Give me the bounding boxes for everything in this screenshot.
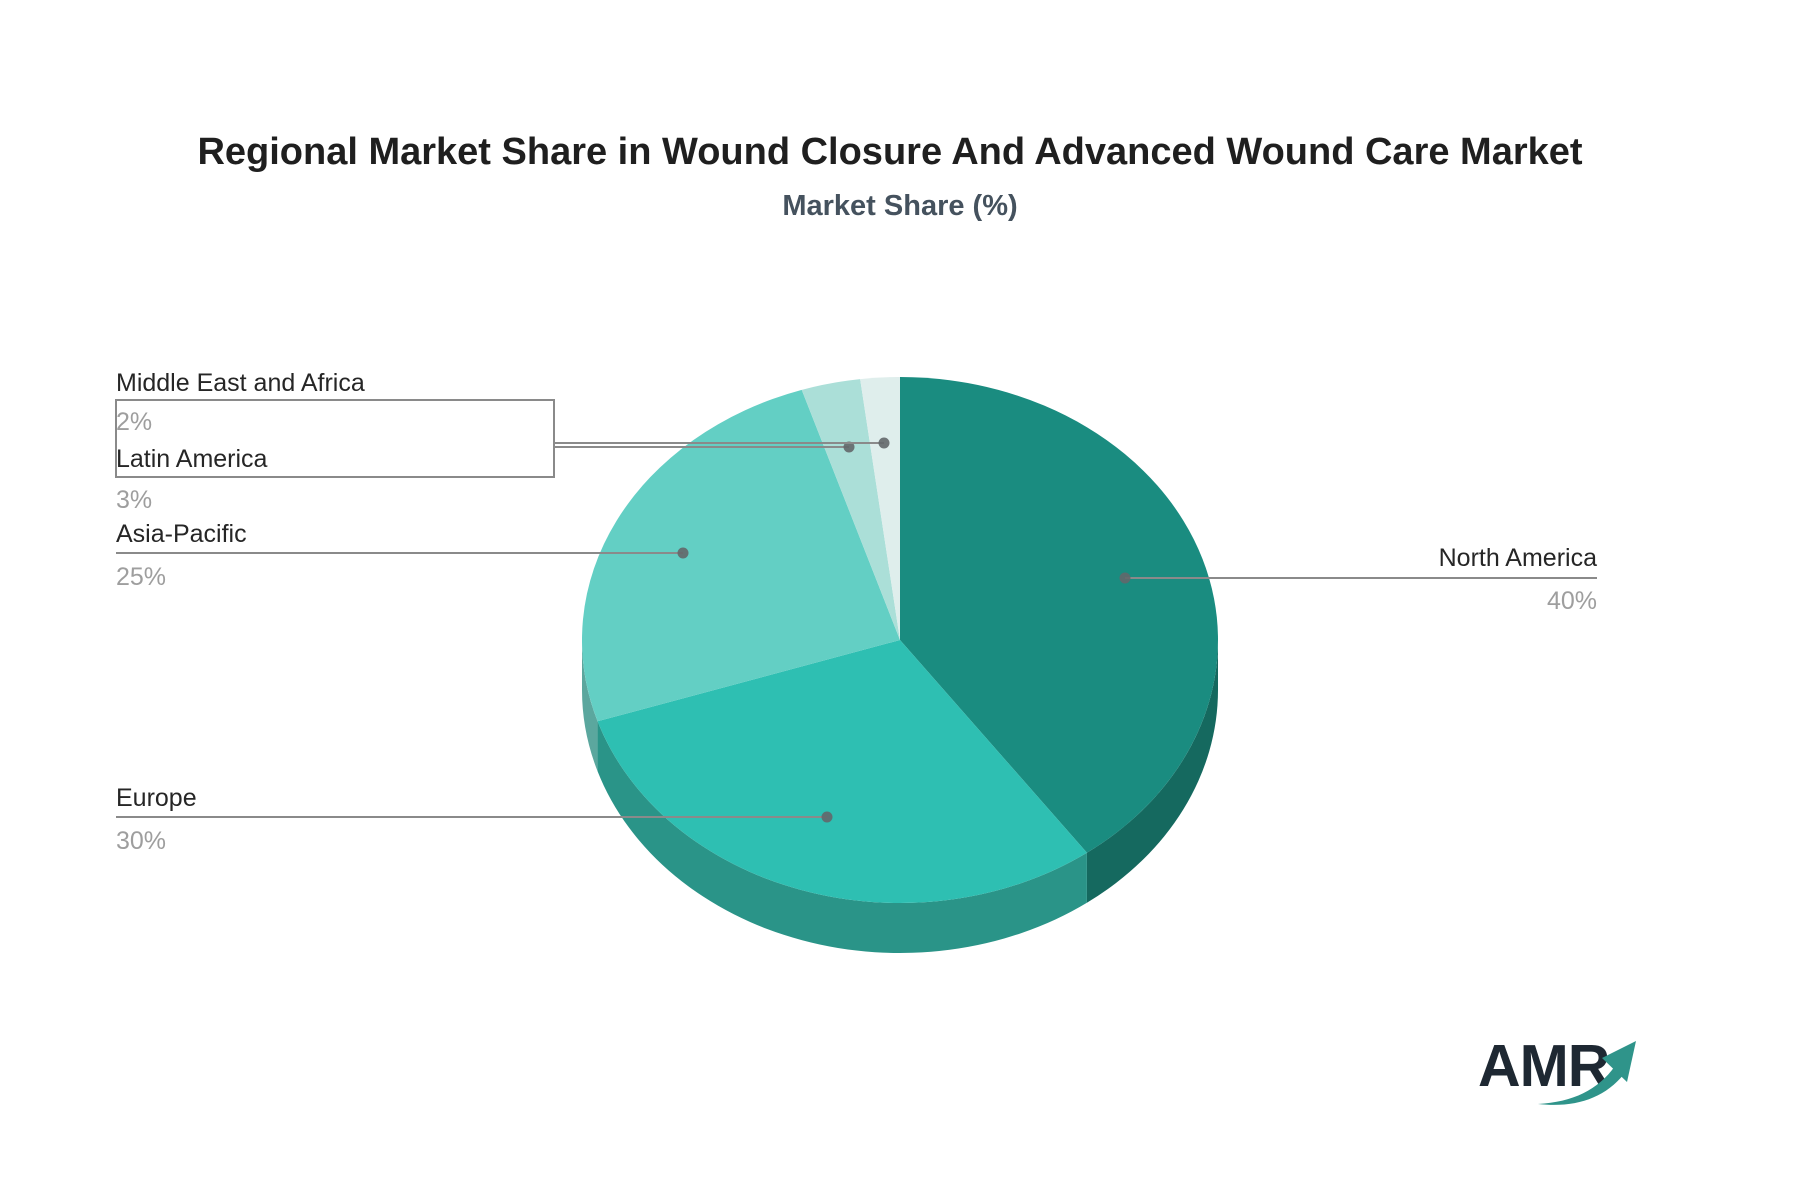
slice-name-label-latin-america: Latin America bbox=[116, 445, 268, 473]
pie-slice-side-north-america bbox=[1086, 640, 1218, 903]
callout-bracket-box bbox=[115, 399, 555, 478]
amr-logo-arrow-icon bbox=[1538, 1041, 1636, 1105]
pie-slice-north-america[interactable] bbox=[900, 377, 1218, 853]
chart-title: Regional Market Share in Wound Closure A… bbox=[197, 131, 1583, 173]
slice-name-label-asia-pacific: Asia-Pacific bbox=[116, 520, 247, 548]
slice-pct-label-north-america: 40% bbox=[1547, 587, 1597, 615]
pie-slice-latin-america[interactable] bbox=[801, 379, 900, 640]
slice-pct-label-asia-pacific: 25% bbox=[116, 563, 166, 591]
callout-dot-north-america bbox=[1119, 572, 1131, 584]
callout-dot-latin-america bbox=[843, 441, 855, 453]
pie-slice-side-asia-pacific bbox=[582, 640, 598, 772]
callout-dot-europe bbox=[821, 811, 833, 823]
slice-pct-label-middle-east-and-africa: 2% bbox=[116, 408, 152, 436]
callout-dot-asia-pacific bbox=[677, 547, 689, 559]
slice-name-label-europe: Europe bbox=[116, 784, 197, 812]
pie-slice-europe[interactable] bbox=[597, 640, 1087, 903]
slice-name-label-north-america: North America bbox=[1439, 544, 1597, 572]
callout-dot-middle-east-and-africa bbox=[878, 437, 890, 449]
pie-slice-asia-pacific[interactable] bbox=[581, 389, 900, 722]
slice-pct-label-europe: 30% bbox=[116, 827, 166, 855]
amr-logo: AMR bbox=[1478, 1033, 1636, 1105]
slice-pct-label-latin-america: 3% bbox=[116, 486, 152, 514]
chart-subtitle: Market Share (%) bbox=[782, 190, 1018, 222]
pie-slice-side-europe bbox=[597, 721, 1087, 953]
amr-logo-text: AMR bbox=[1478, 1033, 1610, 1099]
slice-name-label-middle-east-and-africa: Middle East and Africa bbox=[116, 369, 365, 397]
